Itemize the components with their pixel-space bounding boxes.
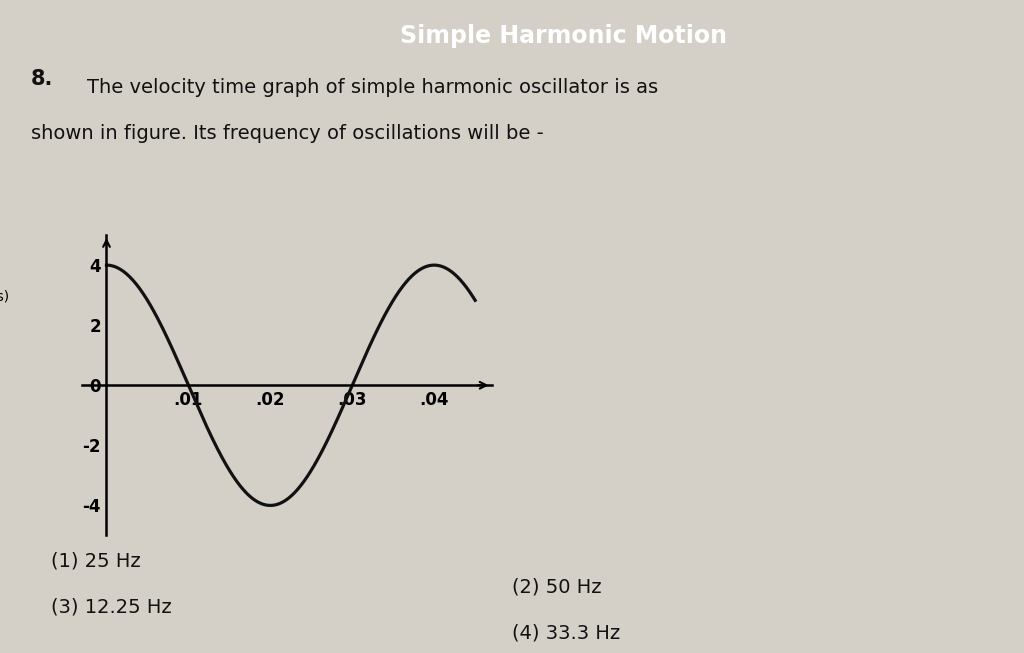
- Text: The velocity time graph of simple harmonic oscillator is as: The velocity time graph of simple harmon…: [87, 78, 658, 97]
- Text: (3) 12.25 Hz: (3) 12.25 Hz: [51, 597, 172, 616]
- Text: 8.: 8.: [31, 69, 53, 89]
- Text: (1) 25 Hz: (1) 25 Hz: [51, 552, 141, 571]
- Text: Simple Harmonic Motion: Simple Harmonic Motion: [399, 24, 727, 48]
- Text: (4) 33.3 Hz: (4) 33.3 Hz: [512, 624, 621, 643]
- Text: (2) 50 Hz: (2) 50 Hz: [512, 578, 602, 597]
- Text: (m/s): (m/s): [0, 290, 10, 304]
- Text: shown in figure. Its frequency of oscillations will be -: shown in figure. Its frequency of oscill…: [31, 124, 544, 143]
